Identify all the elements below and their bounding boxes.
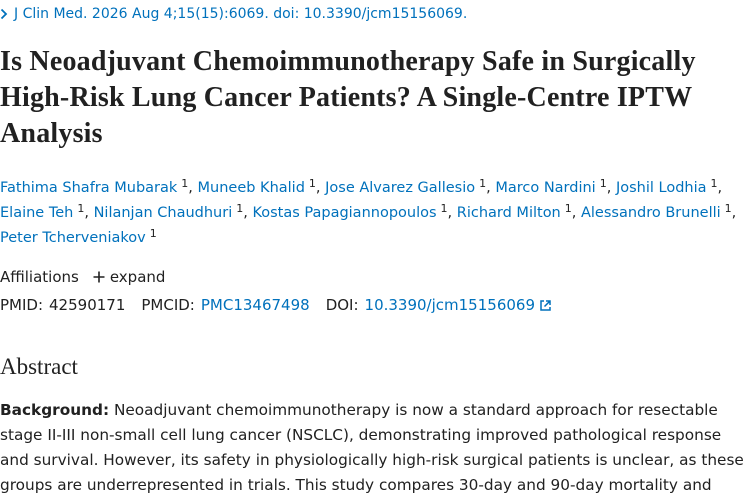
pmcid-link[interactable]: PMC13467498 — [200, 296, 310, 314]
author: Muneeb Khalid 1, — [197, 177, 321, 196]
expand-toggle[interactable]: expand — [109, 268, 166, 286]
author-affiliation[interactable]: 1 — [479, 177, 487, 190]
author-name[interactable]: Richard Milton — [456, 205, 561, 221]
author: Joshil Lodhia 1, — [615, 177, 723, 196]
plus-icon[interactable] — [93, 271, 105, 283]
author-affiliation[interactable]: 1 — [236, 202, 244, 215]
author: Fathima Shafra Mubarak 1, — [0, 177, 193, 196]
doi-link[interactable]: 10.3390/jcm15156069 — [364, 296, 535, 314]
author-affiliation[interactable]: 1 — [181, 177, 189, 190]
doi-label: DOI: — [325, 296, 359, 314]
author-name[interactable]: Marco Nardini — [495, 180, 596, 196]
author-name[interactable]: Joshil Lodhia — [615, 180, 707, 196]
journal-citation[interactable]: J Clin Med. 2026 Aug 4;15(15):6069. doi:… — [14, 6, 468, 22]
author-affiliation[interactable]: 1 — [77, 202, 85, 215]
affiliations-label: Affiliations — [0, 268, 79, 286]
author-name[interactable]: Elaine Teh — [0, 205, 74, 221]
abstract-text: Background: Neoadjuvant chemoimmunothera… — [0, 398, 750, 500]
author-separator: , — [84, 205, 89, 221]
author-name[interactable]: Kostas Papagiannopoulos — [252, 205, 437, 221]
author-affiliation[interactable]: 1 — [599, 177, 607, 190]
author-affiliation[interactable]: 1 — [308, 177, 316, 190]
abstract-heading: Abstract — [0, 354, 78, 379]
author-affiliation[interactable]: 1 — [564, 202, 572, 215]
author: Kostas Papagiannopoulos 1, — [252, 202, 453, 221]
author: Jose Alvarez Gallesio 1, — [325, 177, 491, 196]
pmid-value: 42590171 — [49, 296, 126, 314]
author-separator: , — [315, 180, 321, 196]
author-list: Fathima Shafra Mubarak 1, Muneeb Khalid 1,… — [0, 176, 740, 251]
author-separator: , — [717, 180, 723, 196]
author-affiliation[interactable]: 1 — [724, 202, 732, 215]
background-text: Neoadjuvant chemoimmunotherapy is now a … — [0, 401, 744, 494]
author-name[interactable]: Nilanjan Chaudhuri — [93, 205, 233, 221]
author-affiliation[interactable]: 1 — [440, 202, 448, 215]
author: Richard Milton 1, — [456, 202, 577, 221]
author-name[interactable]: Jose Alvarez Gallesio — [325, 180, 476, 196]
author-name[interactable]: Peter Tcherveniakov — [0, 230, 146, 246]
chevron-icon — [0, 8, 8, 20]
author: Peter Tcherveniakov 1 — [0, 227, 157, 246]
article-title: Is Neoadjuvant Chemoimmunotherapy Safe i… — [0, 46, 696, 149]
author-separator: , — [447, 205, 453, 221]
affiliations-row: Affiliations expand — [0, 265, 165, 289]
author-separator: , — [606, 180, 612, 196]
author: Elaine Teh 1, — [0, 202, 89, 221]
author-name[interactable]: Fathima Shafra Mubarak — [0, 180, 178, 196]
author-name[interactable]: Muneeb Khalid — [197, 180, 305, 196]
author-separator: , — [571, 205, 577, 221]
pmcid-label: PMCID: — [141, 296, 195, 314]
identifiers-row: PMID: 42590171 PMCID: PMC13467498 DOI: 1… — [0, 293, 552, 317]
author-separator: , — [731, 205, 737, 221]
author-separator: , — [486, 180, 491, 196]
journal-line[interactable]: J Clin Med. 2026 Aug 4;15(15):6069. doi:… — [0, 4, 467, 24]
author-affiliation[interactable]: 1 — [149, 227, 157, 240]
author-affiliation[interactable]: 1 — [710, 177, 718, 190]
pmid-label: PMID: — [0, 296, 44, 314]
author-name[interactable]: Alessandro Brunelli — [580, 205, 721, 221]
author: Nilanjan Chaudhuri 1, — [93, 202, 248, 221]
background-label: Background: — [0, 401, 110, 419]
author: Marco Nardini 1, — [495, 177, 612, 196]
author: Alessandro Brunelli 1, — [580, 202, 737, 221]
external-link-icon[interactable] — [539, 299, 552, 312]
author-separator: , — [243, 205, 248, 221]
author-separator: , — [188, 180, 193, 196]
